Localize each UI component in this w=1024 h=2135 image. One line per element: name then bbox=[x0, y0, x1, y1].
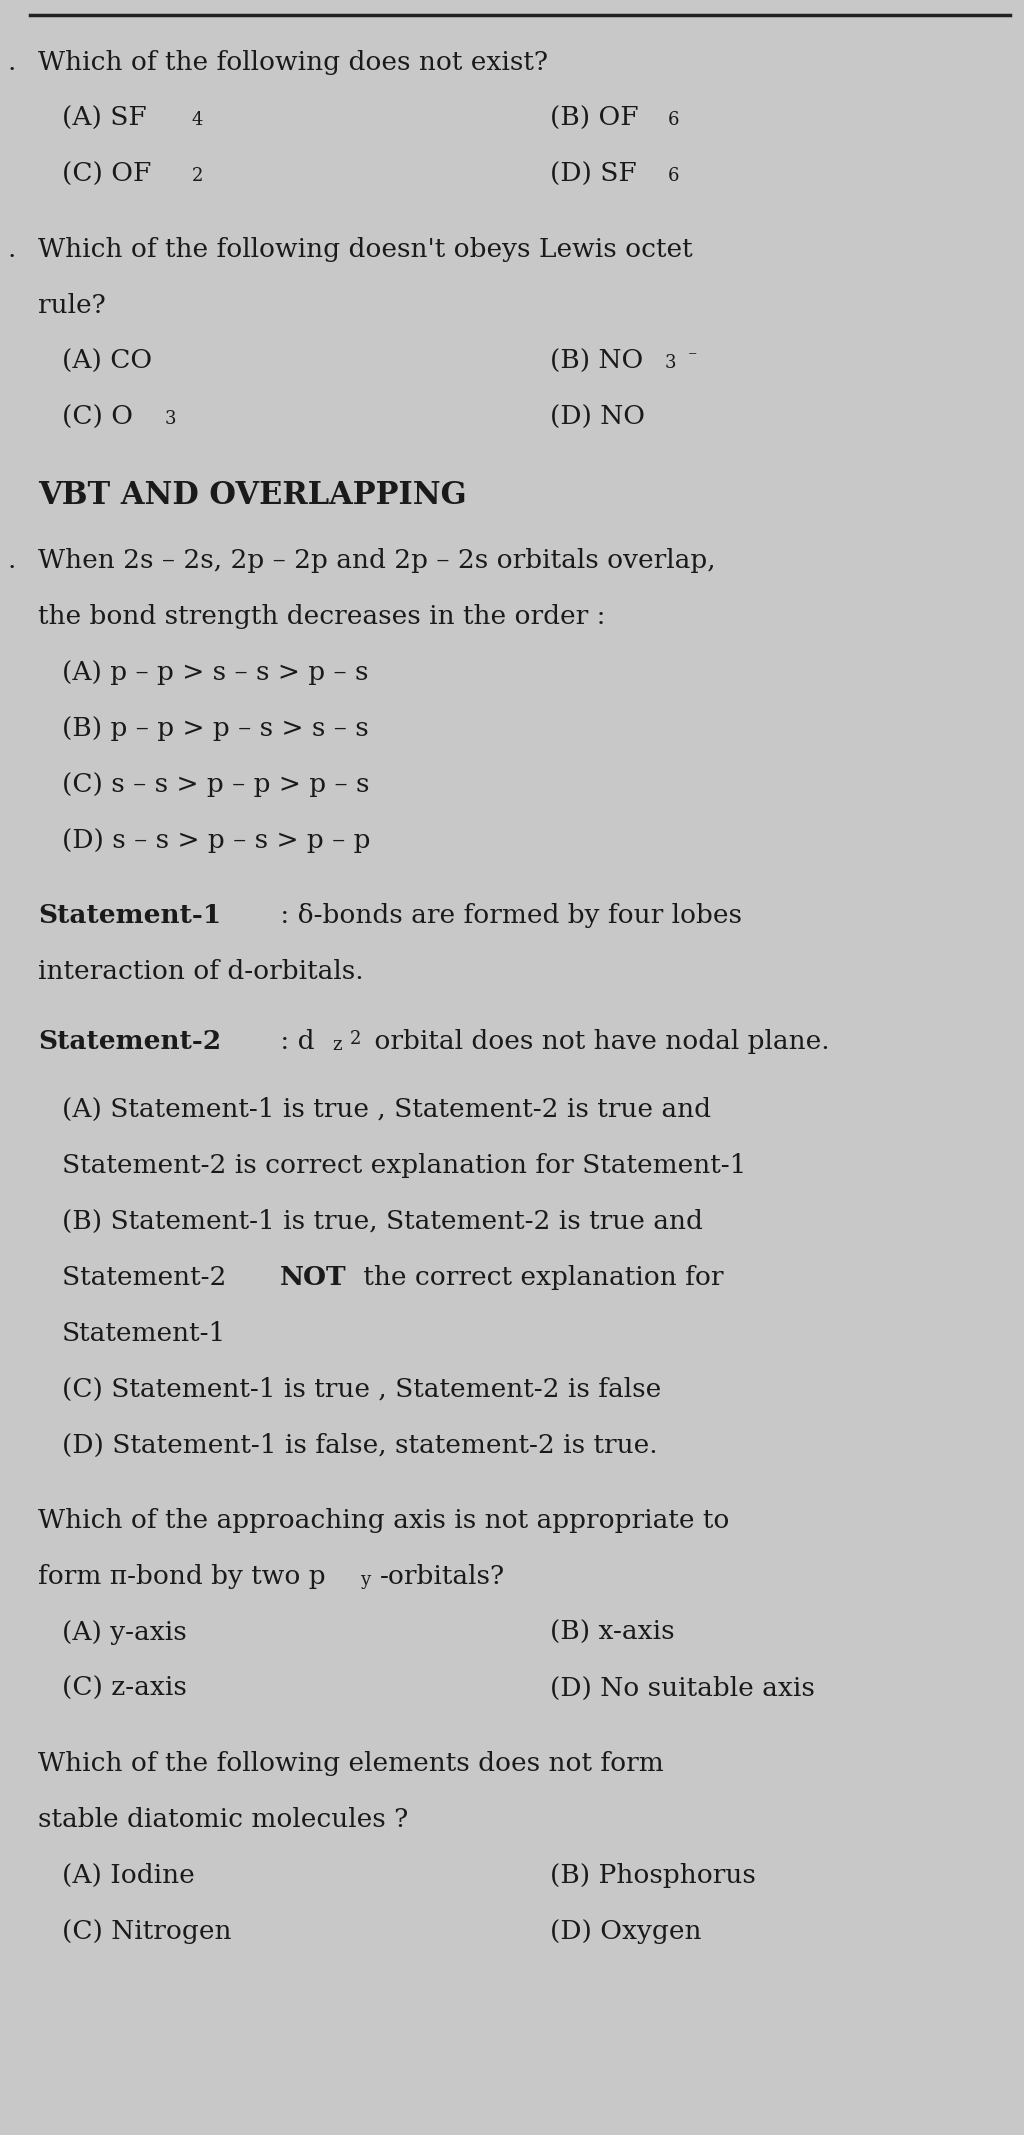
Text: (D) Oxygen: (D) Oxygen bbox=[550, 1919, 701, 1945]
Text: form π-bond by two p: form π-bond by two p bbox=[38, 1565, 326, 1588]
Text: (C) Statement-1 is true , Statement-2 is false: (C) Statement-1 is true , Statement-2 is… bbox=[62, 1377, 662, 1403]
Text: 2: 2 bbox=[193, 167, 204, 186]
Text: 2: 2 bbox=[350, 1029, 361, 1048]
Text: -orbitals?: -orbitals? bbox=[380, 1565, 505, 1588]
Text: y: y bbox=[360, 1571, 370, 1588]
Text: .: . bbox=[8, 49, 16, 75]
Text: (B) x-axis: (B) x-axis bbox=[550, 1620, 675, 1644]
Text: Statement-2 is correct explanation for Statement-1: Statement-2 is correct explanation for S… bbox=[62, 1153, 746, 1179]
Text: : δ-bonds are formed by four lobes: : δ-bonds are formed by four lobes bbox=[272, 903, 742, 929]
Text: .: . bbox=[8, 237, 16, 263]
Text: orbital does not have nodal plane.: orbital does not have nodal plane. bbox=[366, 1029, 829, 1055]
Text: .: . bbox=[8, 549, 16, 572]
Text: (A) Statement-1 is true , Statement-2 is true and: (A) Statement-1 is true , Statement-2 is… bbox=[62, 1097, 711, 1123]
Text: interaction of d-orbitals.: interaction of d-orbitals. bbox=[38, 959, 364, 984]
Text: (B) Statement-1 is true, Statement-2 is true and: (B) Statement-1 is true, Statement-2 is … bbox=[62, 1208, 702, 1234]
Text: (A) p – p > s – s > p – s: (A) p – p > s – s > p – s bbox=[62, 660, 369, 685]
Text: (A) SF: (A) SF bbox=[62, 107, 146, 130]
Text: (A) y-axis: (A) y-axis bbox=[62, 1620, 186, 1644]
Text: (B) NO: (B) NO bbox=[550, 348, 643, 374]
Text: 3: 3 bbox=[165, 410, 176, 427]
Text: (B) Phosphorus: (B) Phosphorus bbox=[550, 1864, 756, 1887]
Text: Which of the approaching axis is not appropriate to: Which of the approaching axis is not app… bbox=[38, 1507, 729, 1533]
Text: the correct explanation for: the correct explanation for bbox=[355, 1266, 724, 1290]
Text: (D) SF: (D) SF bbox=[550, 162, 637, 188]
Text: When 2s – 2s, 2p – 2p and 2p – 2s orbitals overlap,: When 2s – 2s, 2p – 2p and 2p – 2s orbita… bbox=[38, 549, 716, 572]
Text: (B) OF: (B) OF bbox=[550, 107, 639, 130]
Text: (C) Nitrogen: (C) Nitrogen bbox=[62, 1919, 231, 1945]
Text: Statement-2: Statement-2 bbox=[38, 1029, 221, 1055]
Text: Which of the following doesn't obeys Lewis octet: Which of the following doesn't obeys Lew… bbox=[38, 237, 692, 263]
Text: 3: 3 bbox=[665, 354, 677, 371]
Text: stable diatomic molecules ?: stable diatomic molecules ? bbox=[38, 1806, 409, 1832]
Text: Statement-2: Statement-2 bbox=[62, 1266, 234, 1290]
Text: Which of the following elements does not form: Which of the following elements does not… bbox=[38, 1751, 664, 1776]
Text: (A) Iodine: (A) Iodine bbox=[62, 1864, 195, 1887]
Text: (C) O: (C) O bbox=[62, 406, 133, 429]
Text: : d: : d bbox=[272, 1029, 314, 1055]
Text: (D) No suitable axis: (D) No suitable axis bbox=[550, 1676, 815, 1702]
Text: Which of the following does not exist?: Which of the following does not exist? bbox=[38, 49, 548, 75]
Text: 6: 6 bbox=[668, 111, 680, 128]
Text: z: z bbox=[332, 1035, 341, 1055]
Text: (B) p – p > p – s > s – s: (B) p – p > p – s > s – s bbox=[62, 715, 369, 741]
Text: (D) s – s > p – s > p – p: (D) s – s > p – s > p – p bbox=[62, 828, 371, 854]
Text: (D) Statement-1 is false, statement-2 is true.: (D) Statement-1 is false, statement-2 is… bbox=[62, 1433, 657, 1458]
Text: ⁻: ⁻ bbox=[688, 348, 697, 365]
Text: (A) CO: (A) CO bbox=[62, 348, 153, 374]
Text: the bond strength decreases in the order :: the bond strength decreases in the order… bbox=[38, 604, 605, 630]
Text: 6: 6 bbox=[668, 167, 680, 186]
Text: Statement-1: Statement-1 bbox=[38, 903, 221, 929]
Text: VBT AND OVERLAPPING: VBT AND OVERLAPPING bbox=[38, 480, 467, 510]
Text: 4: 4 bbox=[193, 111, 204, 128]
Text: NOT: NOT bbox=[280, 1266, 347, 1290]
Text: (C) z-axis: (C) z-axis bbox=[62, 1676, 186, 1702]
Text: rule?: rule? bbox=[38, 292, 105, 318]
Text: (C) OF: (C) OF bbox=[62, 162, 152, 188]
Text: Statement-1: Statement-1 bbox=[62, 1322, 226, 1345]
Text: (D) NO: (D) NO bbox=[550, 406, 645, 429]
Text: (C) s – s > p – p > p – s: (C) s – s > p – p > p – s bbox=[62, 773, 370, 796]
